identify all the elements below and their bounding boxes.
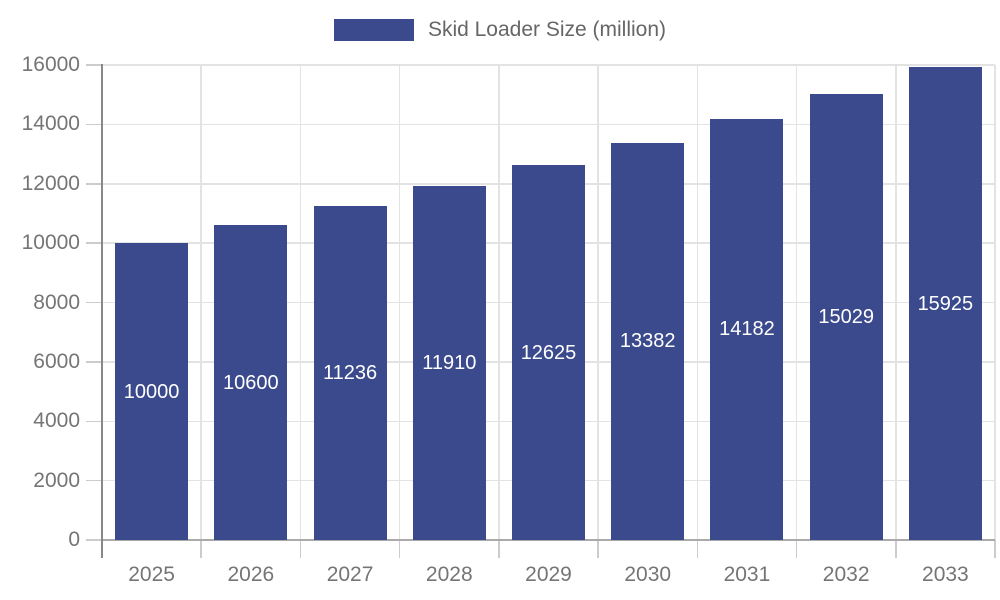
y-tick-label: 0	[68, 528, 80, 551]
y-tick-label: 14000	[21, 112, 80, 136]
v-gridline	[200, 65, 202, 540]
x-tick-label: 2030	[624, 563, 672, 586]
y-tick	[86, 242, 102, 244]
v-gridline	[994, 65, 996, 540]
bar: 10600	[214, 225, 288, 540]
x-tick-label: 2025	[128, 563, 175, 586]
y-tick-label: 2000	[33, 468, 80, 492]
y-tick	[86, 539, 102, 541]
y-tick-label: 4000	[33, 409, 80, 433]
y-tick-label: 12000	[21, 171, 80, 195]
legend[interactable]: Skid Loader Size (million)	[0, 17, 1000, 43]
legend-label: Skid Loader Size (million)	[427, 18, 667, 41]
x-tick-label: 2031	[723, 563, 771, 586]
y-tick	[86, 183, 102, 185]
v-gridline	[696, 65, 699, 540]
x-tick	[398, 540, 401, 558]
bar: 11236	[313, 206, 387, 540]
v-gridline	[299, 65, 302, 540]
bar: 15029	[809, 93, 883, 540]
h-gridline	[102, 123, 995, 126]
x-tick-label: 2028	[425, 563, 473, 586]
x-tick-label: 2033	[922, 563, 969, 586]
bar-value-label: 10000	[123, 380, 180, 403]
x-tick	[498, 540, 500, 558]
v-gridline	[795, 65, 798, 540]
bar-value-label: 15925	[917, 292, 974, 315]
y-tick-label: 6000	[33, 349, 80, 373]
x-tick-label: 2027	[326, 563, 374, 586]
bar: 14182	[710, 118, 784, 540]
bar-value-label: 11236	[322, 362, 378, 385]
y-tick	[86, 64, 102, 66]
y-tick	[86, 420, 102, 422]
y-tick	[86, 123, 102, 126]
h-gridline	[102, 64, 995, 66]
bar-value-label: 10600	[223, 371, 279, 394]
bar: 13382	[611, 142, 685, 540]
y-tick-label: 16000	[21, 53, 80, 76]
v-gridline	[895, 65, 897, 540]
bar-value-label: 12625	[520, 341, 577, 364]
bar-value-label: 14182	[719, 318, 775, 341]
x-tick	[895, 540, 897, 558]
bar: 10000	[115, 243, 189, 540]
bar: 12625	[512, 165, 585, 540]
bar: 15925	[908, 67, 982, 540]
y-axis-line	[101, 64, 103, 558]
bar-value-label: 13382	[619, 330, 676, 353]
x-tick-label: 2032	[822, 563, 870, 586]
v-gridline	[597, 65, 599, 540]
x-tick-label: 2026	[227, 563, 275, 586]
bar-value-label: 11910	[422, 352, 477, 375]
bar: 11910	[412, 186, 486, 540]
y-tick-label: 8000	[33, 290, 80, 314]
bar-value-label: 15029	[818, 305, 874, 328]
x-tick	[994, 540, 996, 558]
x-tick	[299, 540, 302, 558]
y-tick	[86, 479, 102, 482]
x-tick	[696, 540, 699, 558]
y-tick	[86, 361, 102, 363]
v-gridline	[498, 65, 500, 540]
x-tick	[795, 540, 798, 558]
x-tick	[597, 540, 599, 558]
v-gridline	[398, 65, 401, 540]
y-tick	[86, 301, 102, 304]
y-tick-label: 10000	[21, 231, 80, 255]
x-tick	[200, 540, 202, 558]
legend-swatch	[333, 19, 414, 41]
x-tick-label: 2029	[525, 563, 572, 586]
x-axis-line	[102, 539, 995, 541]
